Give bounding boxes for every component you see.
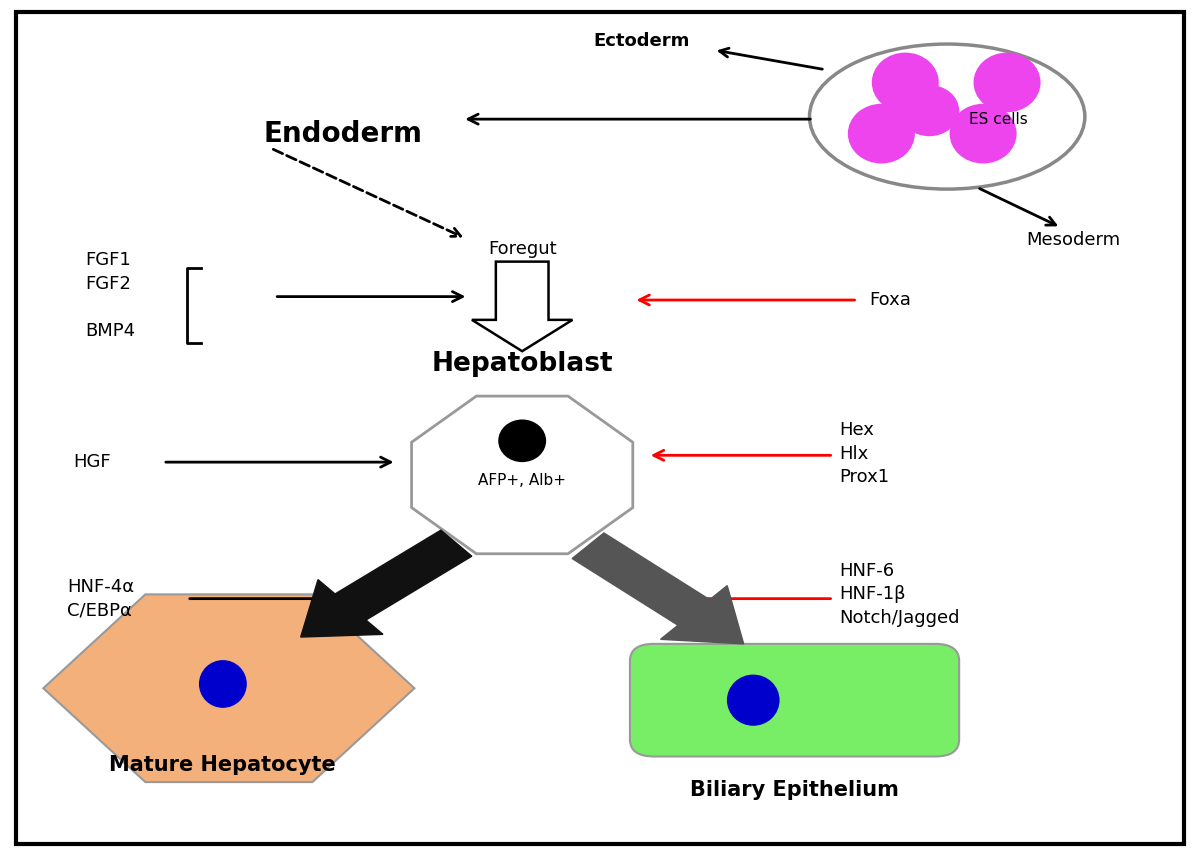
Ellipse shape	[498, 419, 546, 462]
Polygon shape	[412, 396, 632, 554]
Text: Endoderm: Endoderm	[263, 120, 422, 147]
Text: Ectoderm: Ectoderm	[594, 33, 690, 51]
Ellipse shape	[949, 104, 1016, 163]
Ellipse shape	[199, 660, 247, 708]
Ellipse shape	[871, 52, 938, 112]
Ellipse shape	[899, 85, 959, 136]
FancyBboxPatch shape	[630, 644, 959, 757]
FancyBboxPatch shape	[16, 12, 1184, 844]
Text: Hex
Hlx
Prox1: Hex Hlx Prox1	[840, 421, 889, 486]
Ellipse shape	[810, 44, 1085, 189]
Text: HNF-4α
C/EBPα: HNF-4α C/EBPα	[67, 578, 134, 620]
Text: Foxa: Foxa	[869, 291, 911, 309]
Polygon shape	[43, 594, 414, 782]
Polygon shape	[301, 530, 472, 637]
Text: AFP+, Alb+: AFP+, Alb+	[478, 473, 566, 489]
Ellipse shape	[973, 52, 1040, 112]
Polygon shape	[472, 262, 572, 351]
Text: HGF: HGF	[73, 453, 110, 471]
Text: FGF1
FGF2

BMP4: FGF1 FGF2 BMP4	[85, 252, 136, 340]
Polygon shape	[572, 533, 744, 644]
Text: Foregut: Foregut	[488, 240, 557, 258]
Text: Mature Hepatocyte: Mature Hepatocyte	[109, 755, 336, 775]
Text: Hepatoblast: Hepatoblast	[431, 351, 613, 377]
Text: Mesoderm: Mesoderm	[1026, 231, 1120, 249]
Text: Biliary Epithelium: Biliary Epithelium	[690, 780, 899, 800]
Text: ES cells: ES cells	[968, 111, 1027, 127]
Ellipse shape	[727, 675, 780, 726]
Text: HNF-6
HNF-1β
Notch/Jagged: HNF-6 HNF-1β Notch/Jagged	[840, 562, 960, 627]
Ellipse shape	[848, 104, 914, 163]
